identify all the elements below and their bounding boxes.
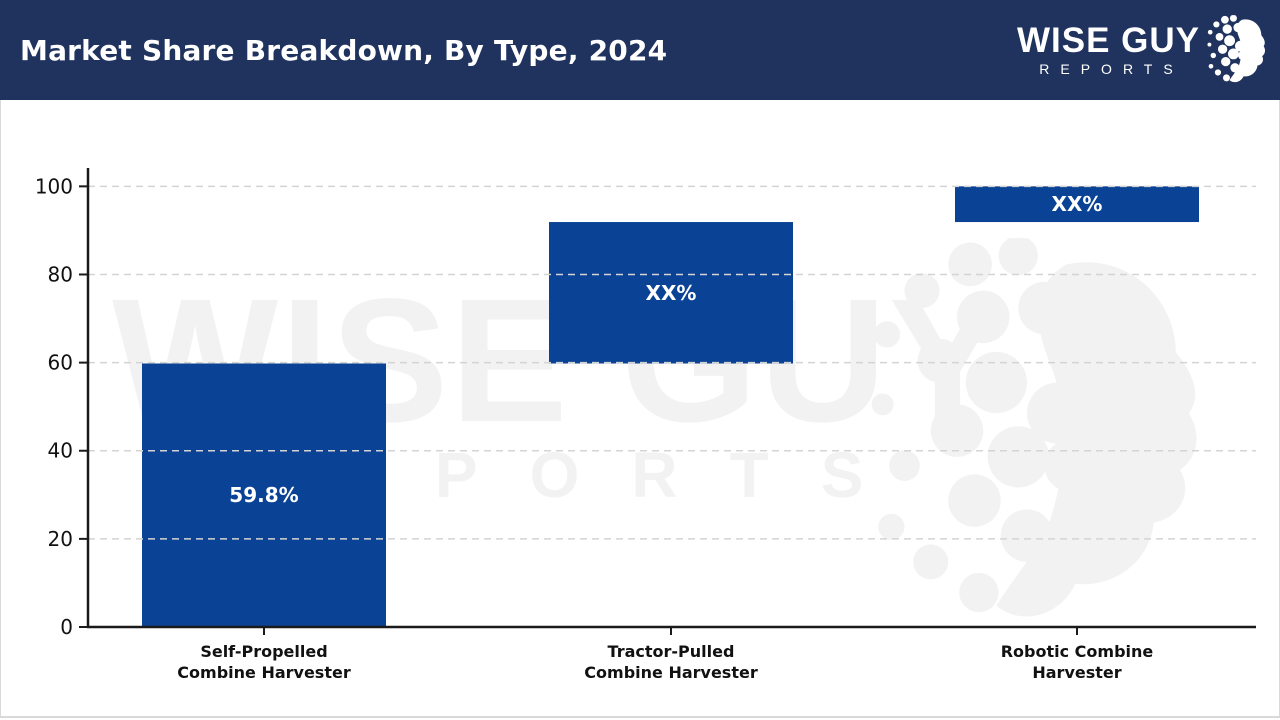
logo-wordmark: WISE GUY REPORTS	[1016, 20, 1200, 78]
y-tick-label: 80	[48, 262, 73, 286]
header-bar: Market Share Breakdown, By Type, 2024 WI…	[0, 0, 1280, 100]
bar-segment	[549, 222, 793, 364]
page-title: Market Share Breakdown, By Type, 2024	[20, 33, 668, 67]
bar-value-label: XX%	[1052, 192, 1103, 216]
bar-value-label: XX%	[646, 281, 697, 305]
logo-name-text: WISE GUY	[1016, 20, 1200, 60]
x-category-label: Combine Harvester	[584, 663, 758, 682]
logo-subtitle-text: REPORTS	[1039, 61, 1184, 78]
x-category-label: Tractor-Pulled	[608, 642, 735, 661]
bar-value-label: 59.8%	[229, 483, 298, 507]
y-tick-label: 60	[48, 351, 73, 375]
x-category-label: Harvester	[1032, 663, 1121, 682]
y-tick-label: 20	[48, 527, 73, 551]
y-tick-label: 40	[48, 439, 73, 463]
x-category-label: Self-Propelled	[200, 642, 327, 661]
x-category-label: Robotic Combine	[1001, 642, 1154, 661]
bar-segment	[955, 186, 1199, 223]
y-tick-label: 100	[35, 174, 73, 198]
wise-guy-logo: WISE GUY REPORTS	[1017, 11, 1280, 89]
x-category-label: Combine Harvester	[177, 663, 351, 682]
bar-segment	[142, 363, 386, 627]
y-tick-label: 0	[60, 615, 73, 639]
